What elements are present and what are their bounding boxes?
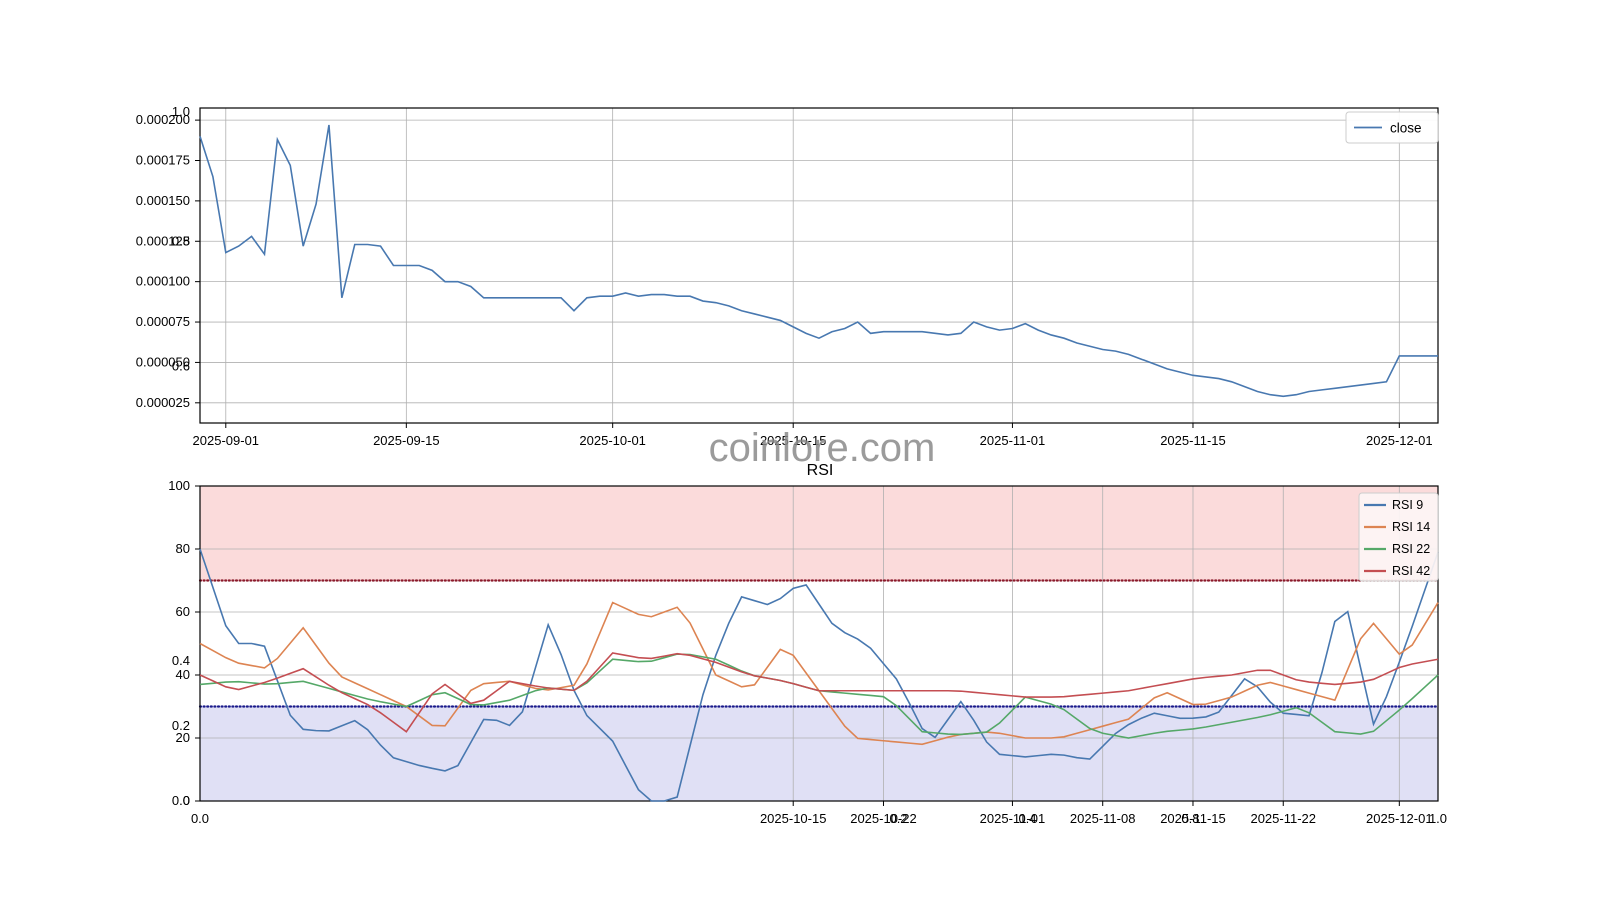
svg-text:0.4: 0.4 [1018,811,1036,826]
svg-text:2025-09-15: 2025-09-15 [373,433,440,448]
svg-text:RSI 42: RSI 42 [1392,564,1430,578]
svg-text:0.8: 0.8 [1181,811,1199,826]
svg-text:0.000150: 0.000150 [136,193,190,208]
svg-text:1.0: 1.0 [1429,811,1447,826]
svg-text:60: 60 [176,604,190,619]
svg-text:2025-11-15: 2025-11-15 [1160,433,1226,448]
svg-text:RSI: RSI [807,462,834,479]
svg-text:RSI 22: RSI 22 [1392,542,1430,556]
svg-text:0.000175: 0.000175 [136,153,190,168]
svg-text:0.000100: 0.000100 [136,274,190,289]
svg-text:RSI 9: RSI 9 [1392,498,1423,512]
svg-text:0.0: 0.0 [191,811,209,826]
svg-text:RSI 14: RSI 14 [1392,520,1430,534]
svg-text:0.8: 0.8 [172,233,190,248]
svg-text:2025-12-01: 2025-12-01 [1366,811,1433,826]
svg-text:40: 40 [176,667,190,682]
svg-text:100: 100 [168,478,190,493]
svg-text:0.000075: 0.000075 [136,314,190,329]
svg-text:0.000025: 0.000025 [136,395,190,410]
svg-text:2025-10-01: 2025-10-01 [579,433,646,448]
svg-text:0.6: 0.6 [172,358,190,373]
svg-text:2025-11-08: 2025-11-08 [1070,811,1136,826]
svg-text:1.0: 1.0 [172,104,190,119]
svg-text:2025-12-01: 2025-12-01 [1366,433,1433,448]
svg-text:0.2: 0.2 [889,811,907,826]
svg-text:2025-09-01: 2025-09-01 [193,433,260,448]
svg-text:0.2: 0.2 [172,718,190,733]
svg-text:2025-11-22: 2025-11-22 [1250,811,1316,826]
svg-text:0.0: 0.0 [172,793,190,808]
svg-text:80: 80 [176,541,190,556]
svg-text:close: close [1390,121,1422,136]
svg-text:2025-11-01: 2025-11-01 [980,433,1046,448]
svg-text:2025-10-15: 2025-10-15 [760,811,827,826]
svg-text:0.4: 0.4 [172,653,190,668]
